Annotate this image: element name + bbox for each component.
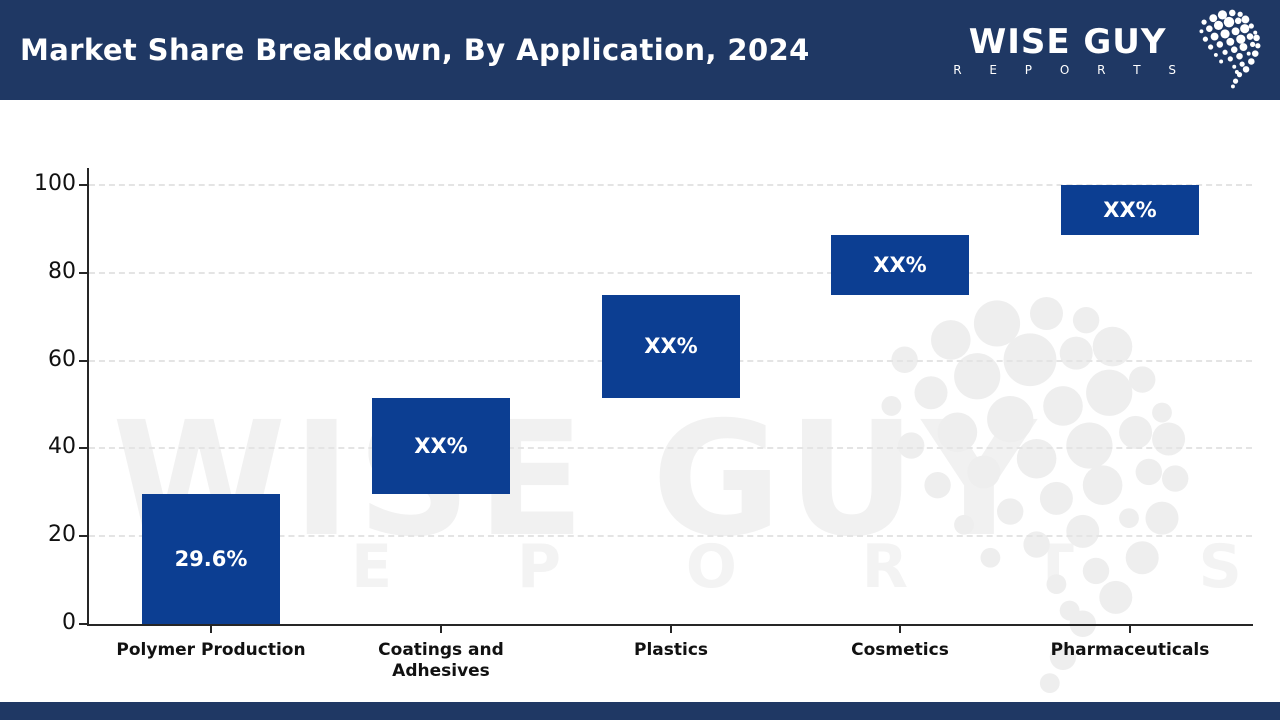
bar-coatings-and-adhesives: XX% xyxy=(372,397,510,495)
bar-polymer-production: 29.6% xyxy=(142,494,280,624)
bar-value-label-coatings-and-adhesives: XX% xyxy=(414,433,468,458)
y-tick-label-40: 40 xyxy=(48,434,76,460)
y-tick-mark-20 xyxy=(79,535,87,538)
x-category-label-coatings-and-adhesives: Coatings and Adhesives xyxy=(378,640,504,682)
y-tick-mark-60 xyxy=(79,359,87,362)
y-tick-label-60: 60 xyxy=(48,346,76,372)
y-tick-mark-0 xyxy=(79,623,87,625)
brand-logo-text: WISE GUY R E P O R T S xyxy=(947,25,1188,76)
x-tick-mark-cosmetics xyxy=(899,626,901,633)
brand-logo: WISE GUY R E P O R T S xyxy=(947,9,1262,91)
x-category-label-plastics: Plastics xyxy=(633,640,709,660)
x-category-label-polymer-production: Polymer Production xyxy=(116,640,306,660)
page-title: Market Share Breakdown, By Application, … xyxy=(20,33,810,67)
bar-plastics: XX% xyxy=(602,294,740,398)
bar-value-label-pharmaceuticals: XX% xyxy=(1103,198,1157,223)
x-category-label-pharmaceuticals: Pharmaceuticals xyxy=(1050,640,1210,660)
y-tick-label-20: 20 xyxy=(48,522,76,548)
x-tick-mark-polymer-production xyxy=(210,626,212,633)
y-tick-mark-80 xyxy=(79,271,87,274)
bar-pharmaceuticals: XX% xyxy=(1061,185,1199,236)
x-axis-line xyxy=(87,624,1253,626)
bar-value-label-cosmetics: XX% xyxy=(873,252,927,277)
y-tick-mark-100 xyxy=(79,184,87,186)
dotted-head-icon xyxy=(1199,9,1261,89)
bar-value-label-polymer-production: 29.6% xyxy=(174,547,248,572)
bar-cosmetics: XX% xyxy=(831,235,969,295)
chart-area: WISE GUY R E P O R T S 0 20 40 60 80 100 29.6%… xyxy=(0,100,1280,702)
x-tick-mark-coatings-and-adhesives xyxy=(440,626,442,633)
x-tick-mark-plastics xyxy=(670,626,672,633)
y-tick-label-0: 0 xyxy=(62,610,76,635)
gridline-40 xyxy=(89,447,1252,450)
watermark-text-sub: R E P O R T S xyxy=(180,532,1280,602)
y-axis-line xyxy=(87,168,89,626)
gridline-100 xyxy=(89,184,1252,186)
x-tick-mark-pharmaceuticals xyxy=(1129,626,1131,633)
header-bar: Market Share Breakdown, By Application, … xyxy=(0,0,1280,100)
y-tick-mark-40 xyxy=(79,447,87,450)
y-tick-label-100: 100 xyxy=(34,171,76,196)
gridline-80 xyxy=(89,271,1252,274)
brand-subtitle: R E P O R T S xyxy=(953,62,1188,77)
brand-name: WISE GUY xyxy=(968,21,1167,62)
y-tick-label-80: 80 xyxy=(48,258,76,284)
footer-bar xyxy=(0,702,1280,720)
bar-value-label-plastics: XX% xyxy=(644,334,698,359)
gridline-20 xyxy=(89,535,1252,538)
x-category-label-cosmetics: Cosmetics xyxy=(851,640,949,660)
